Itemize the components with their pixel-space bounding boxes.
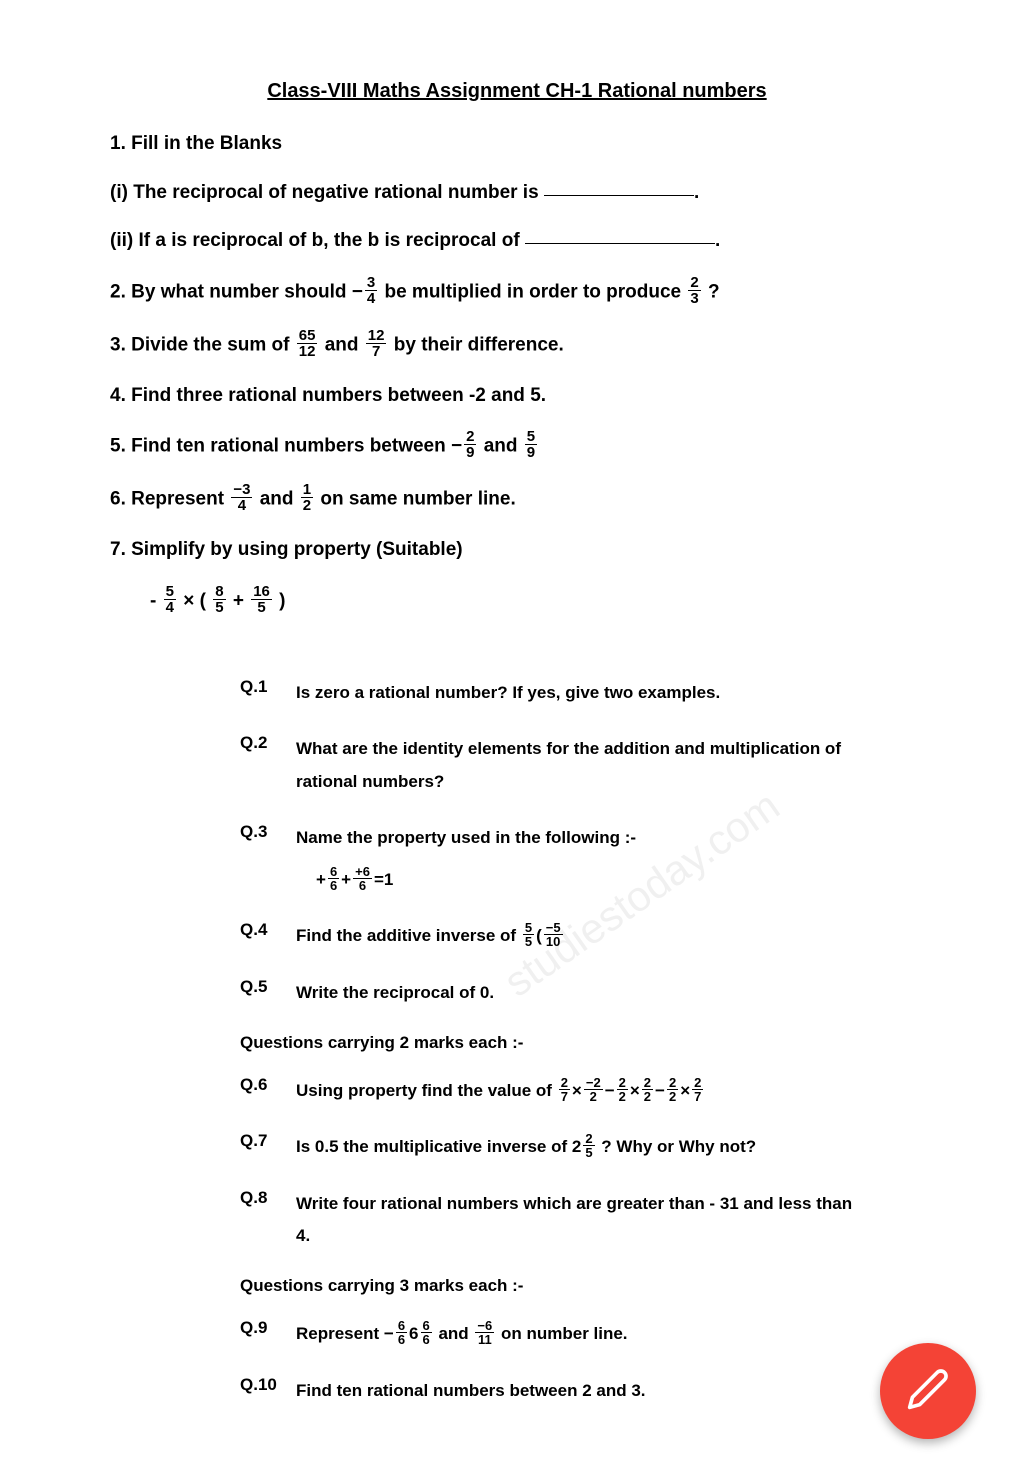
fraction: 22	[667, 1076, 678, 1103]
fraction: −510	[544, 921, 563, 948]
fraction: 22	[617, 1076, 628, 1103]
blank	[525, 243, 715, 244]
subhead-2marks: Questions carrying 2 marks each :-	[240, 1033, 864, 1053]
q-label: Q.9	[240, 1318, 296, 1338]
q3-expression: +66++66=1	[316, 864, 636, 896]
q-row: Q.4 Find the additive inverse of 55(−510	[240, 920, 864, 952]
q-text: Represent −66666 and −611 on number line…	[296, 1318, 628, 1350]
q-row: Q.8 Write four rational numbers which ar…	[240, 1188, 864, 1253]
q-row: Q.5 Write the reciprocal of 0.	[240, 977, 864, 1009]
fraction: −611	[475, 1319, 494, 1346]
q1-head: 1. Fill in the Blanks	[110, 131, 924, 158]
q5: 5. Find ten rational numbers between −29…	[110, 431, 924, 462]
text: and	[478, 436, 522, 457]
text: 6. Represent	[110, 489, 229, 510]
q1-ii: (ii) If a is reciprocal of b, the b is r…	[110, 228, 924, 255]
fraction: 12	[301, 482, 313, 513]
q-label: Q.1	[240, 677, 296, 697]
q1-i-before: (i) The reciprocal of negative rational …	[110, 182, 544, 203]
subhead-3marks: Questions carrying 3 marks each :-	[240, 1276, 864, 1296]
text: by their difference.	[388, 334, 563, 355]
blank	[544, 195, 694, 196]
text: Represent	[296, 1324, 384, 1343]
text: Using property find the value of	[296, 1081, 557, 1100]
q-label: Q.5	[240, 977, 296, 997]
fraction: 59	[525, 429, 537, 460]
q1-i: (i) The reciprocal of negative rational …	[110, 180, 924, 207]
q6: 6. Represent −34 and 12 on same number l…	[110, 484, 924, 515]
text: 3. Divide the sum of	[110, 334, 295, 355]
fraction: 27	[692, 1076, 703, 1103]
fraction: 25	[583, 1132, 594, 1159]
q-label: Q.4	[240, 920, 296, 940]
text: 2. By what number should	[110, 281, 352, 302]
q-label: Q.8	[240, 1188, 296, 1208]
q-row: Q.7 Is 0.5 the multiplicative inverse of…	[240, 1131, 864, 1163]
text: on same number line.	[315, 489, 516, 510]
q-label: Q.3	[240, 822, 296, 842]
q-row: Q.3 Name the property used in the follow…	[240, 822, 864, 897]
q-text: Name the property used in the following …	[296, 822, 636, 897]
q1-i-after: .	[694, 182, 699, 203]
fraction: −34	[231, 482, 252, 513]
q-text: Is 0.5 the multiplicative inverse of 225…	[296, 1131, 756, 1163]
worksheet-page: Class-VIII Maths Assignment CH-1 Rationa…	[0, 0, 1024, 1447]
q-label: Q.2	[240, 733, 296, 753]
fraction: +66	[353, 865, 372, 892]
text: and	[434, 1324, 474, 1343]
q-row: Q.2 What are the identity elements for t…	[240, 733, 864, 798]
q-text: What are the identity elements for the a…	[296, 733, 864, 798]
text: on number line.	[496, 1324, 627, 1343]
q7: 7. Simplify by using property (Suitable)	[110, 537, 924, 564]
text: ? Why or Why not?	[597, 1137, 757, 1156]
q1-ii-after: .	[715, 230, 720, 251]
q-row: Q.6 Using property find the value of 27×…	[240, 1075, 864, 1107]
q-text: Find ten rational numbers between 2 and …	[296, 1375, 646, 1407]
fraction: 29	[464, 429, 476, 460]
q-row: Q.1 Is zero a rational number? If yes, g…	[240, 677, 864, 709]
text: be multiplied in order to produce	[379, 281, 686, 302]
fraction: 23	[688, 275, 700, 306]
q-text: Is zero a rational number? If yes, give …	[296, 677, 720, 709]
q4: 4. Find three rational numbers between -…	[110, 383, 924, 410]
q7-expression: - 54 × ( 85 + 165 )	[150, 586, 924, 617]
q-row: Q.10 Find ten rational numbers between 2…	[240, 1375, 864, 1407]
text: =1	[374, 870, 393, 889]
q-label: Q.10	[240, 1375, 296, 1395]
fraction: 127	[366, 328, 387, 359]
fraction: 66	[396, 1319, 407, 1346]
q-label: Q.6	[240, 1075, 296, 1095]
text: ?	[703, 281, 720, 302]
q-text: Write four rational numbers which are gr…	[296, 1188, 864, 1253]
edit-fab-button[interactable]	[880, 1343, 976, 1439]
fraction: 165	[251, 584, 272, 615]
fraction: 27	[559, 1076, 570, 1103]
text: Find the additive inverse of	[296, 926, 521, 945]
fraction: 66	[421, 1319, 432, 1346]
text: Name the property used in the following …	[296, 828, 636, 847]
q-text: Using property find the value of 27×−22−…	[296, 1075, 705, 1107]
q1-ii-before: (ii) If a is reciprocal of b, the b is r…	[110, 230, 525, 251]
fraction: 55	[523, 921, 534, 948]
section-2: Q.1 Is zero a rational number? If yes, g…	[110, 677, 924, 1407]
text: Is 0.5 the multiplicative inverse of 2	[296, 1137, 581, 1156]
fraction: 85	[213, 584, 225, 615]
text: and	[319, 334, 363, 355]
fraction: 6512	[297, 328, 318, 359]
text: and	[254, 489, 298, 510]
fraction: 54	[164, 584, 176, 615]
fraction: 34	[365, 275, 377, 306]
q-label: Q.7	[240, 1131, 296, 1151]
fraction: −22	[584, 1076, 603, 1103]
q2: 2. By what number should −34 be multipli…	[110, 277, 924, 308]
q-text: Write the reciprocal of 0.	[296, 977, 494, 1009]
fraction: 22	[642, 1076, 653, 1103]
q-row: Q.9 Represent −66666 and −611 on number …	[240, 1318, 864, 1350]
pencil-icon	[906, 1367, 950, 1416]
page-title: Class-VIII Maths Assignment CH-1 Rationa…	[110, 80, 924, 103]
fraction: 66	[328, 865, 339, 892]
q3: 3. Divide the sum of 6512 and 127 by the…	[110, 330, 924, 361]
q-text: Find the additive inverse of 55(−510	[296, 920, 565, 952]
text: 5. Find ten rational numbers between	[110, 436, 451, 457]
